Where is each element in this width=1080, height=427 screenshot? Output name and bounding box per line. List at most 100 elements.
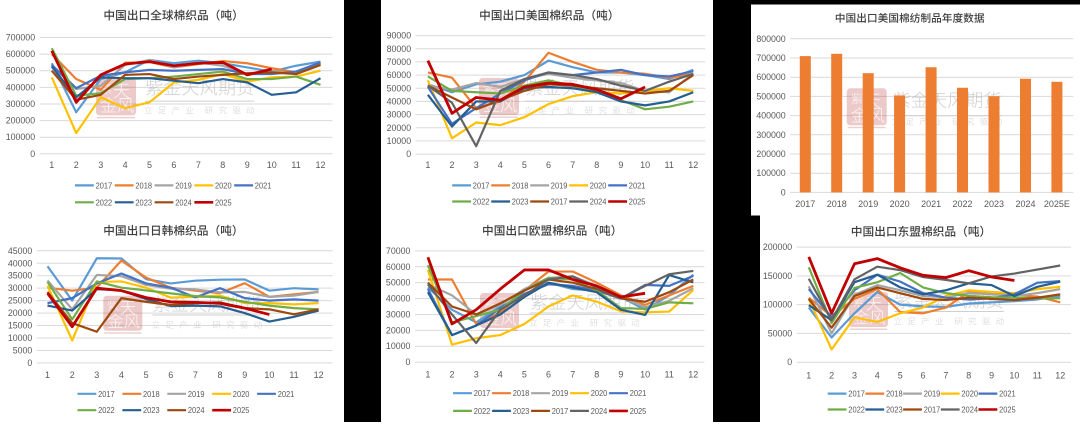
svg-text:200000: 200000 <box>756 149 785 159</box>
svg-text:1: 1 <box>425 370 430 380</box>
svg-text:2024: 2024 <box>591 406 608 416</box>
svg-text:2020: 2020 <box>590 180 607 190</box>
svg-text:2024: 2024 <box>1015 199 1035 209</box>
svg-text:50000: 50000 <box>386 278 411 288</box>
svg-text:2020: 2020 <box>890 199 910 209</box>
svg-text:2021: 2021 <box>278 389 295 399</box>
svg-text:70000: 70000 <box>387 57 412 67</box>
svg-text:12: 12 <box>688 370 698 380</box>
svg-text:2020: 2020 <box>233 389 250 399</box>
svg-text:3: 3 <box>852 370 857 380</box>
svg-text:2020: 2020 <box>961 389 978 399</box>
svg-text:400000: 400000 <box>6 82 35 92</box>
svg-text:2025: 2025 <box>630 406 647 416</box>
svg-text:100000: 100000 <box>6 132 35 142</box>
svg-text:6: 6 <box>168 370 173 380</box>
svg-text:2018: 2018 <box>512 180 529 190</box>
svg-text:300000: 300000 <box>6 99 35 109</box>
svg-text:10: 10 <box>640 160 650 170</box>
svg-text:3: 3 <box>474 370 479 380</box>
svg-text:7: 7 <box>196 160 201 170</box>
svg-text:7: 7 <box>943 370 948 380</box>
svg-text:5000: 5000 <box>13 345 33 355</box>
svg-text:6: 6 <box>546 370 551 380</box>
svg-text:11: 11 <box>665 370 674 380</box>
svg-text:2022: 2022 <box>473 197 490 207</box>
svg-text:2018: 2018 <box>135 180 152 190</box>
svg-text:2025: 2025 <box>629 197 646 207</box>
svg-text:2018: 2018 <box>143 389 160 399</box>
svg-text:2021: 2021 <box>921 199 941 209</box>
svg-text:3: 3 <box>474 160 479 170</box>
svg-text:2022: 2022 <box>848 405 865 415</box>
svg-text:7: 7 <box>193 370 198 380</box>
svg-text:40000: 40000 <box>387 96 412 106</box>
svg-text:100000: 100000 <box>763 300 792 310</box>
svg-text:2019: 2019 <box>924 389 941 399</box>
svg-text:400000: 400000 <box>756 111 785 121</box>
svg-text:500000: 500000 <box>6 66 35 76</box>
svg-text:2023: 2023 <box>513 406 530 416</box>
svg-text:9: 9 <box>618 160 623 170</box>
svg-text:12: 12 <box>1055 370 1065 380</box>
svg-text:1: 1 <box>49 160 54 170</box>
svg-text:5: 5 <box>522 160 527 170</box>
svg-text:10: 10 <box>264 370 274 380</box>
svg-text:20000: 20000 <box>386 325 411 335</box>
svg-text:10000: 10000 <box>8 333 33 343</box>
svg-text:8: 8 <box>594 370 599 380</box>
svg-text:2018: 2018 <box>513 388 530 398</box>
svg-text:700000: 700000 <box>6 33 35 43</box>
svg-text:9: 9 <box>242 370 247 380</box>
svg-text:2020: 2020 <box>215 180 232 190</box>
svg-text:2: 2 <box>74 160 79 170</box>
svg-text:2023: 2023 <box>143 405 160 415</box>
svg-text:35000: 35000 <box>8 271 33 281</box>
svg-text:0: 0 <box>787 357 792 367</box>
svg-text:2021: 2021 <box>999 389 1016 399</box>
svg-text:2017: 2017 <box>96 180 113 190</box>
svg-text:80000: 80000 <box>387 44 412 54</box>
svg-text:8: 8 <box>966 370 971 380</box>
svg-text:30000: 30000 <box>386 309 411 319</box>
svg-text:2025: 2025 <box>233 405 250 415</box>
svg-text:2: 2 <box>449 160 454 170</box>
svg-text:800000: 800000 <box>756 34 785 44</box>
svg-text:60000: 60000 <box>387 70 412 80</box>
svg-text:2019: 2019 <box>858 199 878 209</box>
svg-text:10: 10 <box>640 370 650 380</box>
svg-text:2017: 2017 <box>848 389 865 399</box>
svg-text:3: 3 <box>98 160 103 170</box>
svg-text:0: 0 <box>781 187 786 197</box>
svg-text:45000: 45000 <box>8 246 33 256</box>
svg-text:2020: 2020 <box>591 388 608 398</box>
svg-text:20000: 20000 <box>8 308 33 318</box>
svg-text:4: 4 <box>119 370 124 380</box>
svg-text:100000: 100000 <box>756 168 785 178</box>
svg-text:2017: 2017 <box>924 405 941 415</box>
svg-text:20000: 20000 <box>387 123 412 133</box>
svg-text:15000: 15000 <box>8 321 33 331</box>
svg-text:2022: 2022 <box>98 405 115 415</box>
svg-text:8: 8 <box>594 160 599 170</box>
svg-text:8: 8 <box>220 160 225 170</box>
svg-text:2017: 2017 <box>98 389 115 399</box>
svg-text:2023: 2023 <box>886 405 903 415</box>
svg-text:5: 5 <box>522 370 527 380</box>
svg-text:1: 1 <box>425 160 430 170</box>
svg-text:150000: 150000 <box>763 271 792 281</box>
svg-text:12: 12 <box>315 160 325 170</box>
svg-text:2017: 2017 <box>473 180 490 190</box>
svg-text:50000: 50000 <box>768 328 793 338</box>
svg-text:7: 7 <box>570 160 575 170</box>
svg-text:2: 2 <box>70 370 75 380</box>
svg-text:500000: 500000 <box>756 91 785 101</box>
svg-text:2021: 2021 <box>629 180 646 190</box>
svg-text:2024: 2024 <box>590 197 607 207</box>
svg-text:0: 0 <box>405 357 410 367</box>
svg-text:2019: 2019 <box>188 389 205 399</box>
svg-text:9: 9 <box>245 160 250 170</box>
svg-text:2019: 2019 <box>175 180 192 190</box>
svg-text:2025E: 2025E <box>1044 199 1070 209</box>
svg-text:2017: 2017 <box>552 406 569 416</box>
